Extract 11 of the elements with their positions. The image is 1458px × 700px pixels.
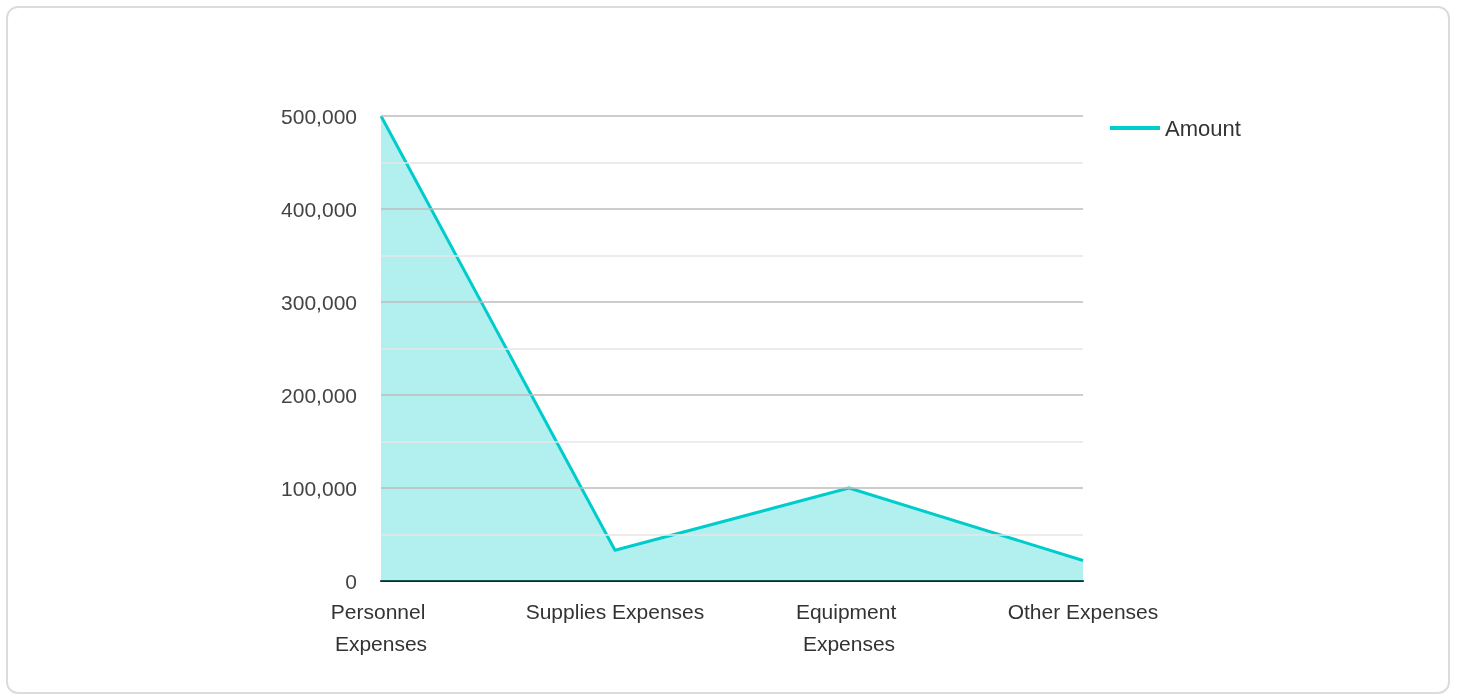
y-tick-label: 0 <box>345 569 357 593</box>
x-tick-label: Other Expenses <box>1007 599 1159 623</box>
y-tick-label: 500,000 <box>281 104 357 128</box>
x-tick-label: Equipment Expenses <box>795 599 903 655</box>
y-tick-label: 200,000 <box>281 383 357 407</box>
x-tick-label: Supplies Expenses <box>525 599 705 623</box>
y-tick-label: 300,000 <box>281 290 357 314</box>
x-tick-label: Personnel Expenses <box>330 599 432 655</box>
y-tick-label: 100,000 <box>281 476 357 500</box>
legend-label: Amount <box>1165 115 1241 141</box>
y-tick-label: 400,000 <box>281 197 357 221</box>
